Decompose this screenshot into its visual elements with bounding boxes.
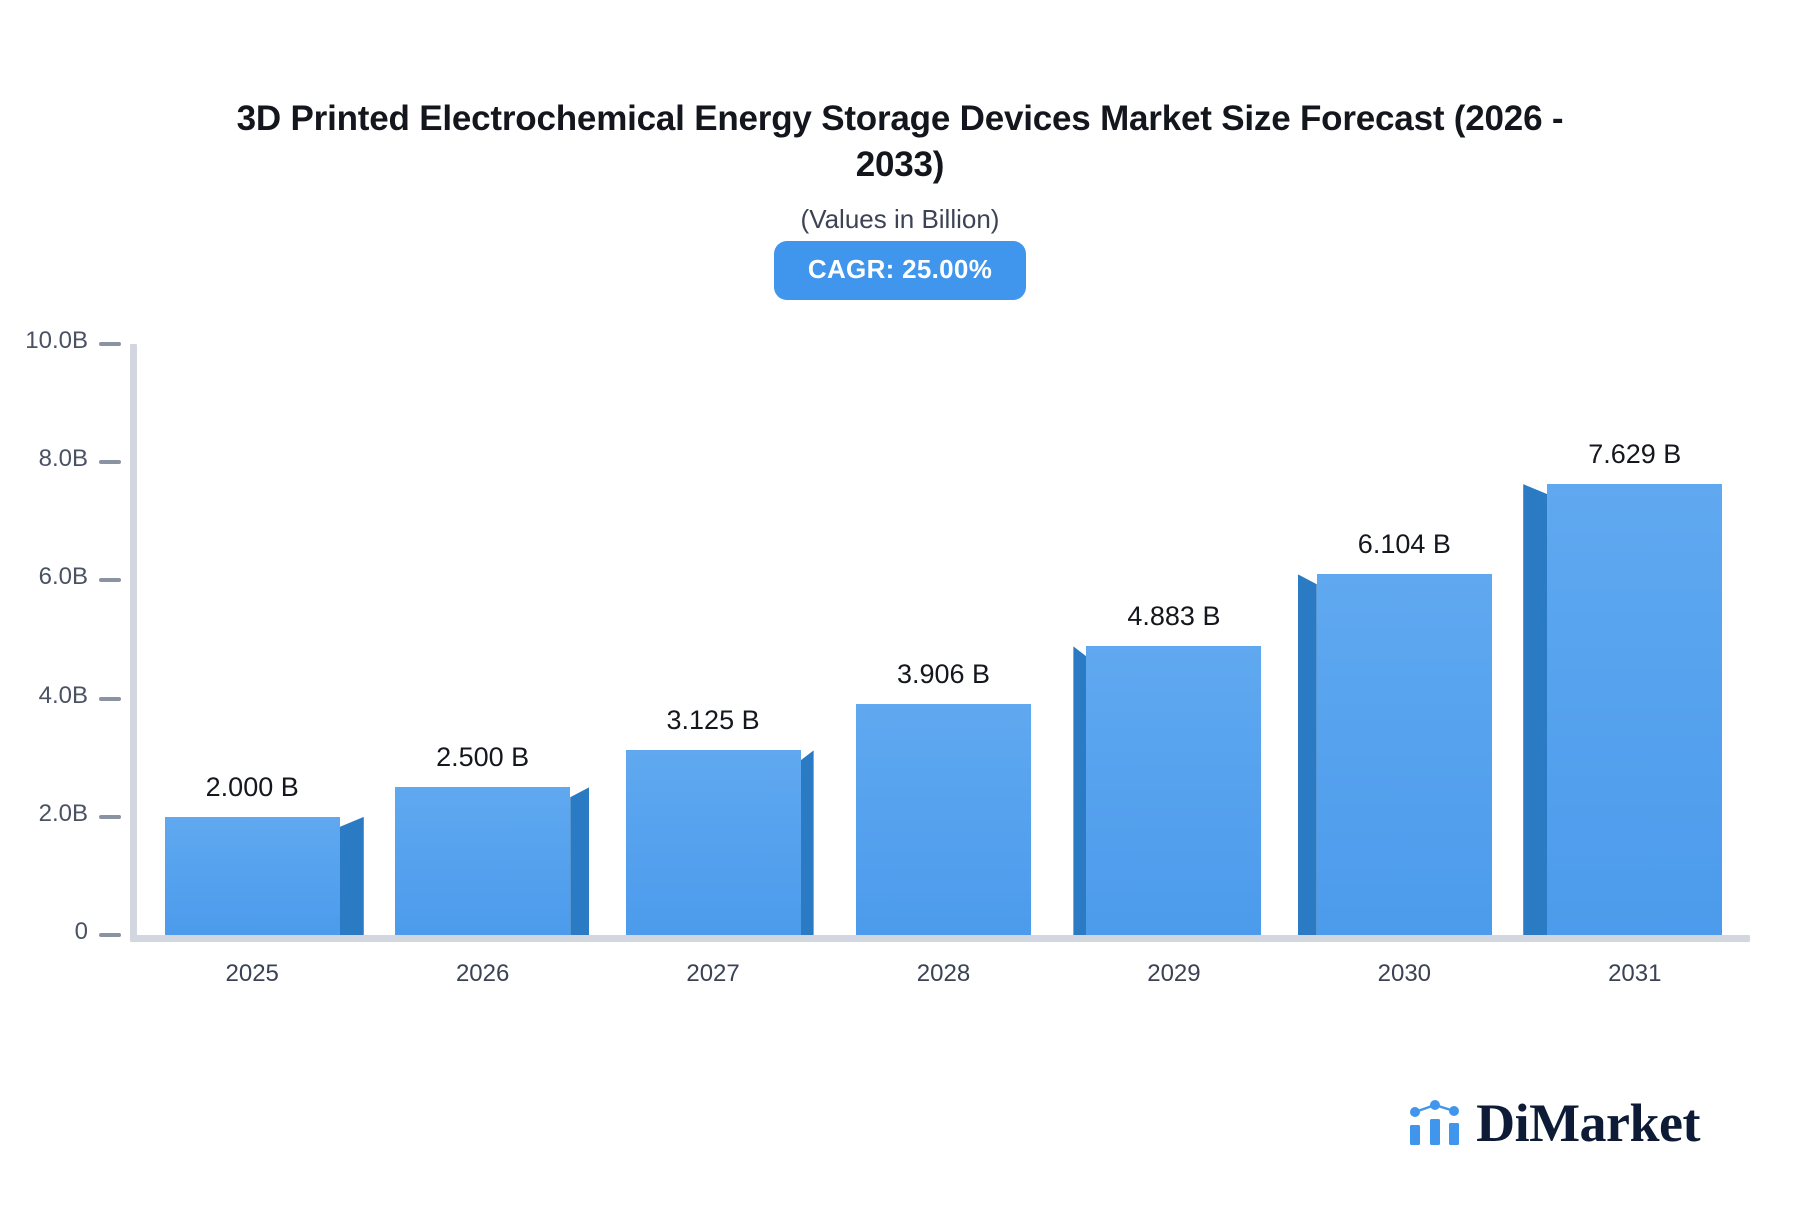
- x-axis-tick-label: 2029: [1147, 960, 1201, 987]
- x-axis-tick-label: 2030: [1377, 960, 1432, 987]
- bar-side-face: [800, 750, 814, 935]
- bar-value-label: 3.125 B: [666, 705, 760, 736]
- bar-face: [1547, 484, 1723, 935]
- y-axis-tick-label: 0: [74, 918, 88, 945]
- bar-side-face: [1073, 646, 1087, 935]
- bar-value-label: 7.629 B: [1588, 439, 1682, 470]
- bar-group[interactable]: 4.883 B 2029: [1073, 330, 1262, 987]
- bar-face: [395, 787, 571, 935]
- y-axis-tick-label: 10.0B: [25, 327, 88, 354]
- y-axis-tick-mark: [99, 814, 121, 819]
- y-axis-tick-mark: [99, 696, 121, 701]
- bar-side-face: [570, 787, 590, 935]
- bar-chart-icon: [1410, 1100, 1460, 1145]
- bar[interactable]: 7.629 B: [1523, 439, 1723, 935]
- cagr-badge-wrapper: CAGR: 25.00%: [0, 241, 1800, 301]
- bar-group[interactable]: 3.125 B 2027: [625, 330, 814, 987]
- bar-face: [1086, 646, 1262, 935]
- status-badge-cagr: CAGR: 25.00%: [773, 241, 1027, 301]
- chart-plot-area: 10.0B 8.0B 6.0B 4.0B 2.0B 0 2.000 B 2025 2.500 …: [0, 327, 1800, 987]
- x-axis-tick-label: 2031: [1608, 960, 1662, 987]
- x-axis-tick-label: 2026: [455, 960, 510, 987]
- y-axis-tick-label: 8.0B: [38, 445, 88, 473]
- bar-side-face: [1297, 574, 1317, 935]
- bar-group[interactable]: 6.104 B 2030: [1297, 330, 1492, 987]
- bar[interactable]: 3.906 B: [855, 659, 1032, 935]
- bar[interactable]: 3.125 B: [625, 705, 814, 935]
- bar[interactable]: 6.104 B: [1297, 529, 1492, 935]
- bar-value-label: 6.104 B: [1357, 529, 1451, 560]
- bar-group[interactable]: 7.629 B 2031: [1523, 330, 1723, 987]
- y-axis-tick-mark: [99, 933, 121, 937]
- bar-value-label: 4.883 B: [1127, 601, 1221, 632]
- page-title: 3D Printed Electrochemical Energy Storag…: [236, 99, 1564, 185]
- bar-side-face: [1523, 484, 1548, 935]
- y-axis-tick-mark: [99, 460, 121, 465]
- bar-value-label: 3.906 B: [896, 659, 991, 690]
- bar[interactable]: 2.000 B: [164, 772, 364, 935]
- bar-group[interactable]: 2.500 B 2026: [395, 330, 590, 987]
- y-axis-tick-label: 4.0B: [38, 681, 88, 709]
- chart-header: 3D Printed Electrochemical Energy Storag…: [0, 0, 1800, 301]
- y-axis-line: [130, 344, 137, 941]
- x-axis-tick-label: 2028: [916, 960, 971, 987]
- bar-group[interactable]: 2.000 B 2025: [164, 330, 364, 987]
- bar-value-label: 2.500 B: [436, 742, 530, 773]
- y-axis-tick-mark: [99, 578, 121, 583]
- bar-face: [164, 816, 340, 935]
- bar-group[interactable]: 3.906 B 2028: [855, 330, 1032, 987]
- y-axis-tick-label: 2.0B: [38, 799, 88, 827]
- x-axis-tick-label: 2025: [225, 960, 279, 987]
- bar-face: [1316, 574, 1492, 935]
- brand-logo: DiMarket: [1407, 1096, 1700, 1150]
- bar-face: [625, 750, 801, 935]
- brand-name: DiMarket: [1476, 1093, 1700, 1153]
- chart-subtitle: (Values in Billion): [800, 204, 1000, 235]
- x-axis-tick-label: 2027: [686, 960, 740, 987]
- bar-face: [855, 704, 1032, 935]
- x-axis-line: [130, 935, 1750, 942]
- y-axis-tick-label: 6.0B: [38, 563, 88, 591]
- bar[interactable]: 4.883 B: [1073, 601, 1262, 935]
- bar[interactable]: 2.500 B: [395, 742, 590, 935]
- bar-side-face: [339, 816, 364, 935]
- bar-series: 2.000 B 2025 2.500 B 2026 3.125 B 2027 3.906 B…: [137, 330, 1750, 987]
- y-axis-tick-mark: [99, 342, 121, 346]
- bar-value-label: 2.000 B: [205, 771, 299, 802]
